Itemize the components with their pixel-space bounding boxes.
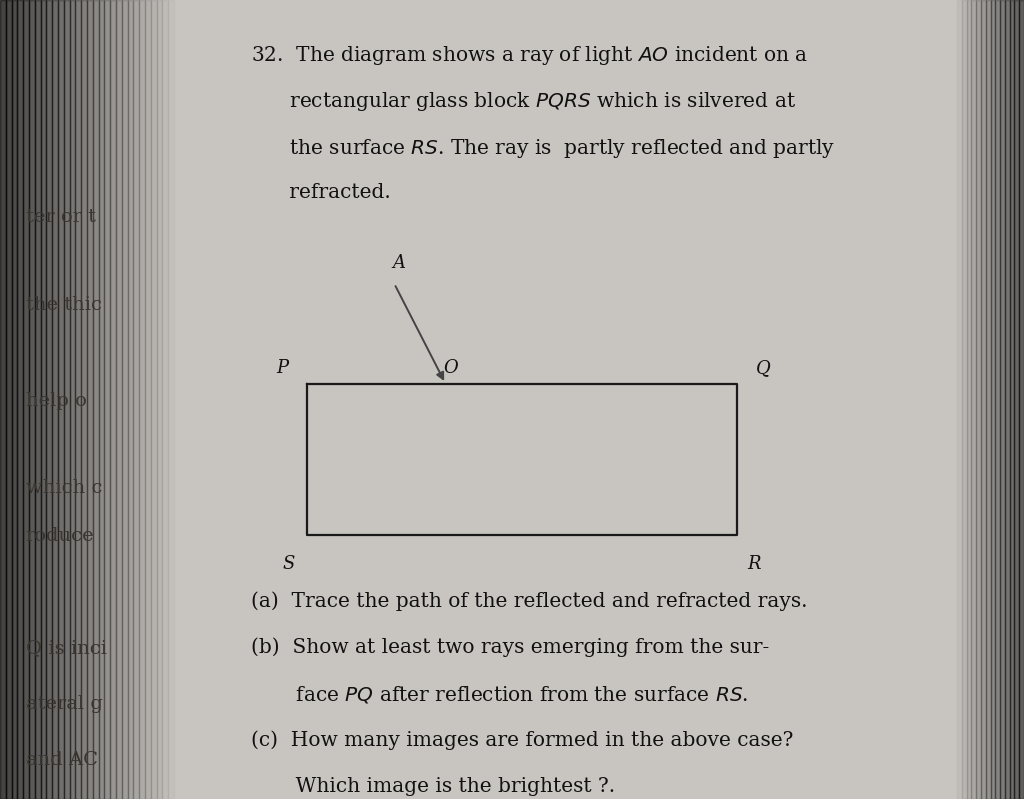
Text: refracted.: refracted. [251, 183, 390, 202]
Bar [104, 0, 111, 799]
Bar [29, 0, 35, 799]
Bar [163, 0, 168, 799]
Bar [1015, 0, 1019, 799]
Bar [35, 0, 41, 799]
Text: (b)  Show at least two rays emerging from the sur-: (b) Show at least two rays emerging from… [251, 638, 769, 658]
Bar [46, 0, 52, 799]
Bar [952, 0, 957, 799]
Bar [957, 0, 962, 799]
Text: rectangular glass block $\mathit{PQRS}$ which is silvered at: rectangular glass block $\mathit{PQRS}$ … [251, 90, 796, 113]
Bar [63, 0, 70, 799]
Bar [151, 0, 157, 799]
Bar [24, 0, 29, 799]
Text: S: S [283, 555, 295, 574]
Bar [81, 0, 87, 799]
Bar [967, 0, 972, 799]
Text: (c)  How many images are formed in the above case?: (c) How many images are formed in the ab… [251, 730, 794, 750]
Text: Q is inci: Q is inci [26, 639, 106, 658]
Text: 32.  The diagram shows a ray of light $\mathit{AO}$ incident on a: 32. The diagram shows a ray of light $\m… [251, 44, 808, 67]
Bar [58, 0, 63, 799]
Bar [981, 0, 986, 799]
Bar [98, 0, 104, 799]
Bar [1005, 0, 1010, 799]
Text: help o: help o [26, 392, 86, 410]
Bar [128, 0, 133, 799]
Bar [122, 0, 128, 799]
Bar [972, 0, 976, 799]
Bar [1000, 0, 1005, 799]
Text: O: O [443, 359, 458, 377]
Text: the thic: the thic [26, 296, 101, 314]
Bar [0, 0, 6, 799]
Text: which c: which c [26, 479, 102, 498]
Text: roduce: roduce [26, 527, 94, 546]
Text: ter or t: ter or t [26, 208, 95, 226]
Bar [76, 0, 81, 799]
Bar [11, 0, 17, 799]
Bar [168, 0, 174, 799]
Bar [111, 0, 116, 799]
Text: and AC: and AC [26, 751, 97, 769]
Bar [139, 0, 145, 799]
Bar [976, 0, 981, 799]
Bar [133, 0, 139, 799]
Bar [995, 0, 1000, 799]
Text: Which image is the brightest ?.: Which image is the brightest ?. [251, 777, 615, 796]
Bar [1019, 0, 1024, 799]
Bar [1010, 0, 1015, 799]
Bar [116, 0, 122, 799]
Text: the surface $\mathit{RS}$. The ray is  partly reflected and partly: the surface $\mathit{RS}$. The ray is pa… [251, 137, 835, 160]
Text: Q: Q [756, 359, 770, 377]
Bar [17, 0, 24, 799]
Text: face $\mathit{PQ}$ after reflection from the surface $\mathit{RS}$.: face $\mathit{PQ}$ after reflection from… [251, 684, 749, 705]
Text: R: R [748, 555, 761, 574]
Bar [87, 0, 93, 799]
Bar [6, 0, 11, 799]
Text: P: P [276, 359, 289, 377]
Bar [41, 0, 46, 799]
Text: (a)  Trace the path of the reflected and refracted rays.: (a) Trace the path of the reflected and … [251, 591, 807, 611]
Bar [157, 0, 163, 799]
Bar [990, 0, 995, 799]
Bar [962, 0, 967, 799]
Bar [145, 0, 151, 799]
Bar [70, 0, 76, 799]
Bar [986, 0, 990, 799]
Bar [52, 0, 58, 799]
Text: A: A [393, 253, 406, 272]
Bar [93, 0, 98, 799]
Text: ateral g: ateral g [26, 695, 102, 714]
